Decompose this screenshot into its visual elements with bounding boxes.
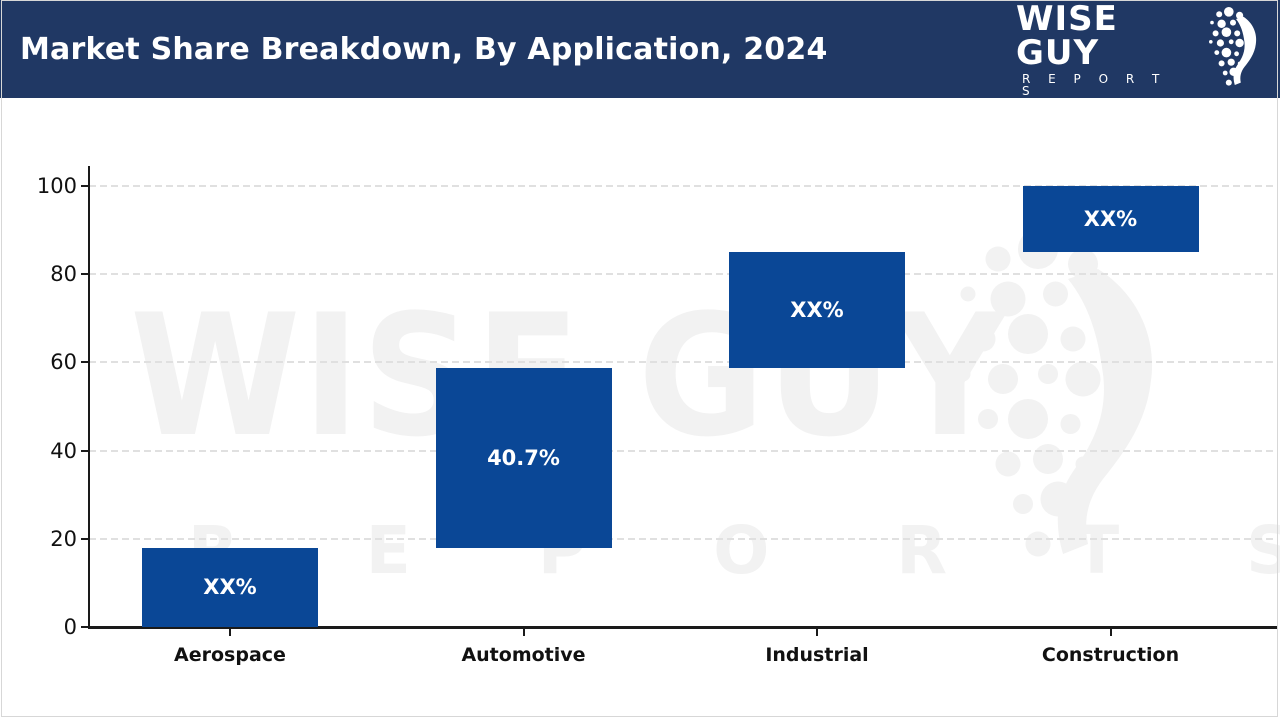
x-axis-spine <box>88 626 1277 629</box>
logo-wordmark: WISE GUY <box>1016 0 1118 73</box>
x-tick-mark <box>229 629 231 636</box>
bar-automotive: 40.7% <box>435 368 612 548</box>
category-label-construction: Construction <box>1041 644 1180 666</box>
header-bar: Market Share Breakdown, By Application, … <box>0 0 1280 98</box>
category-label-automotive: Automotive <box>461 644 586 666</box>
y-tick-label: 80 <box>50 262 77 287</box>
bar-value-label: XX% <box>1083 207 1138 232</box>
chart-plot-area: 0 20 40 60 80 100 XX% Aerospace 40.7% Automotive X… <box>0 98 1280 720</box>
bar-value-label: XX% <box>203 575 257 600</box>
bar-value-label: 40.7% <box>487 445 560 470</box>
y-tick-mark <box>81 449 88 452</box>
category-label-industrial: Industrial <box>765 644 869 666</box>
wise-guy-logo: WISE GUY R E P O R T S <box>1016 2 1266 97</box>
bar-aerospace: XX% <box>142 547 318 627</box>
bar-value-label: XX% <box>790 298 844 323</box>
y-tick-mark <box>81 537 88 540</box>
bar-industrial: XX% <box>729 252 905 369</box>
category-label-aerospace: Aerospace <box>174 644 286 666</box>
gridline-y-40 <box>89 449 1277 452</box>
y-tick-label: 20 <box>50 526 77 551</box>
y-tick-label: 0 <box>63 615 77 639</box>
bar-construction: XX% <box>1022 186 1199 253</box>
y-tick-mark <box>81 185 88 187</box>
y-tick-label: 100 <box>36 174 77 198</box>
y-axis-spine <box>88 166 90 629</box>
gridline-y-100 <box>89 185 1277 187</box>
logo-subtitle: R E P O R T S <box>1022 71 1167 98</box>
logo-text: WISE GUY R E P O R T S <box>1016 2 1188 97</box>
watermark-subtitle: R E P O R T S <box>188 512 1280 589</box>
logo-face-icon <box>1209 7 1257 86</box>
x-tick-mark <box>1109 629 1112 636</box>
gridline-y-20 <box>89 537 1277 540</box>
page-title: Market Share Breakdown, By Application, … <box>20 31 828 67</box>
x-tick-mark <box>522 629 525 636</box>
y-tick-mark <box>81 273 88 276</box>
gridline-y-80 <box>89 273 1277 276</box>
y-tick-mark <box>81 626 88 628</box>
y-tick-label: 40 <box>50 438 77 463</box>
x-tick-mark <box>816 629 818 636</box>
gridline-y-60 <box>89 361 1277 364</box>
y-tick-mark <box>81 361 88 364</box>
y-tick-label: 60 <box>50 350 77 375</box>
